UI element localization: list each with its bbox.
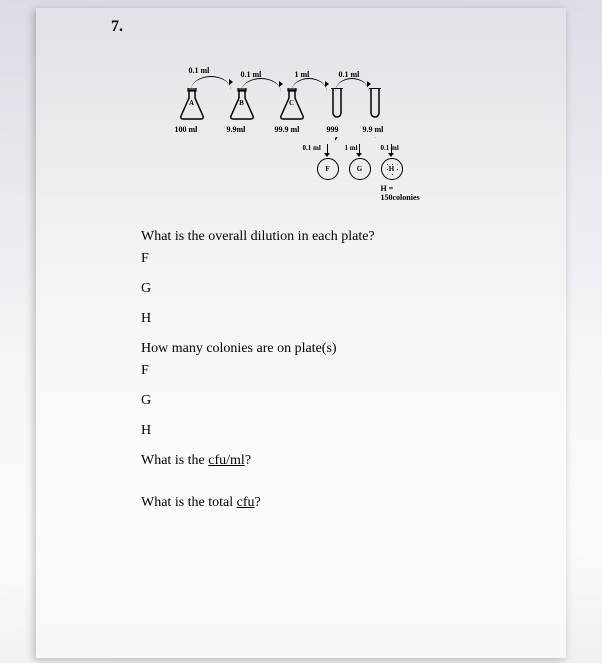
flask-c: C	[279, 88, 305, 120]
transfer-lbl-1: 0.1 ml	[189, 66, 210, 75]
vol-d: 999	[327, 125, 339, 134]
opt2-h: H	[141, 423, 536, 439]
question-1: What is the overall dilution in each pla…	[141, 229, 536, 245]
plate-g: G	[349, 158, 371, 180]
question-number: 7.	[111, 18, 536, 36]
plate-f: F	[317, 158, 339, 180]
arrow-f	[327, 144, 329, 156]
question-4: What is the total cfu?	[141, 495, 536, 511]
pt-1: 0.1 ml	[303, 144, 321, 152]
flask-a: A	[179, 88, 205, 120]
vol-a: 100 ml	[175, 125, 198, 134]
vol-c: 99.9 ml	[275, 125, 300, 134]
question-3: What is the cfu/ml?	[141, 453, 536, 469]
tube-e	[369, 88, 381, 118]
question-2: How many colonies are on plate(s)	[141, 341, 536, 357]
dilution-diagram: 0.1 ml 0.1 ml 1 ml 0.1 ml A B C	[159, 66, 459, 221]
opt2-f: F	[141, 363, 536, 379]
worksheet-page: 7. 0.1 ml 0.1 ml 1 ml 0.1 ml A B C	[36, 8, 566, 658]
arrow-h	[391, 144, 393, 156]
flask-b: B	[229, 88, 255, 120]
opt1-f: F	[141, 251, 536, 267]
pt-2: 1 ml	[345, 144, 358, 152]
plate-h: H	[381, 158, 403, 180]
opt1-g: G	[141, 281, 536, 297]
opt2-g: G	[141, 393, 536, 409]
opt1-h: H	[141, 311, 536, 327]
tube-d	[331, 88, 343, 118]
vol-b: 9.9ml	[227, 125, 246, 134]
vol-e: 9.9 ml	[363, 125, 384, 134]
arrow-g	[359, 144, 361, 156]
result-text: H = 150colonies	[381, 184, 420, 202]
